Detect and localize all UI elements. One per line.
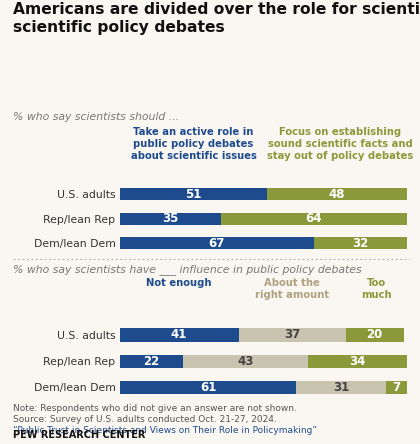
Bar [239,329,346,341]
Text: 35: 35 [162,212,178,225]
Text: Not enough: Not enough [146,278,212,288]
Bar [297,381,386,394]
Text: Source: Survey of U.S. adults conducted Oct. 21-27, 2024.: Source: Survey of U.S. adults conducted … [13,415,276,424]
Text: 48: 48 [329,188,345,201]
Bar [268,188,407,200]
Text: 31: 31 [333,381,349,394]
Bar [308,355,407,368]
Text: Note: Respondents who did not give an answer are not shown.: Note: Respondents who did not give an an… [13,404,297,413]
Text: About the
right amount: About the right amount [255,278,329,300]
Text: 67: 67 [209,237,225,250]
Text: 22: 22 [144,355,160,368]
Text: Too
much: Too much [361,278,391,300]
Text: Americans are divided over the role for scientists in
scientific policy debates: Americans are divided over the role for … [13,2,420,35]
Bar [120,381,297,394]
Text: 51: 51 [185,188,202,201]
Bar [314,237,407,249]
Text: 20: 20 [367,329,383,341]
Bar [184,355,308,368]
Bar [386,381,407,394]
Bar [221,213,407,225]
Text: 41: 41 [171,329,187,341]
Text: PEW RESEARCH CENTER: PEW RESEARCH CENTER [13,430,145,440]
Bar [120,213,221,225]
Bar [120,188,268,200]
Text: Take an active role in
public policy debates
about scientific issues: Take an active role in public policy deb… [131,127,257,161]
Text: 61: 61 [200,381,216,394]
Text: Focus on establishing
sound scientific facts and
stay out of policy debates: Focus on establishing sound scientific f… [267,127,413,161]
Text: 64: 64 [306,212,322,225]
Text: % who say scientists should ...: % who say scientists should ... [13,111,179,122]
Text: 34: 34 [349,355,365,368]
Bar [346,329,404,341]
Text: 32: 32 [352,237,368,250]
Text: % who say scientists have ___ influence in public policy debates: % who say scientists have ___ influence … [13,264,361,274]
Text: 7: 7 [392,381,401,394]
Bar [120,329,239,341]
Bar [120,355,184,368]
Bar [120,237,314,249]
Text: “Public Trust in Scientists and Views on Their Role in Policymaking”: “Public Trust in Scientists and Views on… [13,426,317,435]
Text: 37: 37 [284,329,300,341]
Text: 43: 43 [238,355,254,368]
